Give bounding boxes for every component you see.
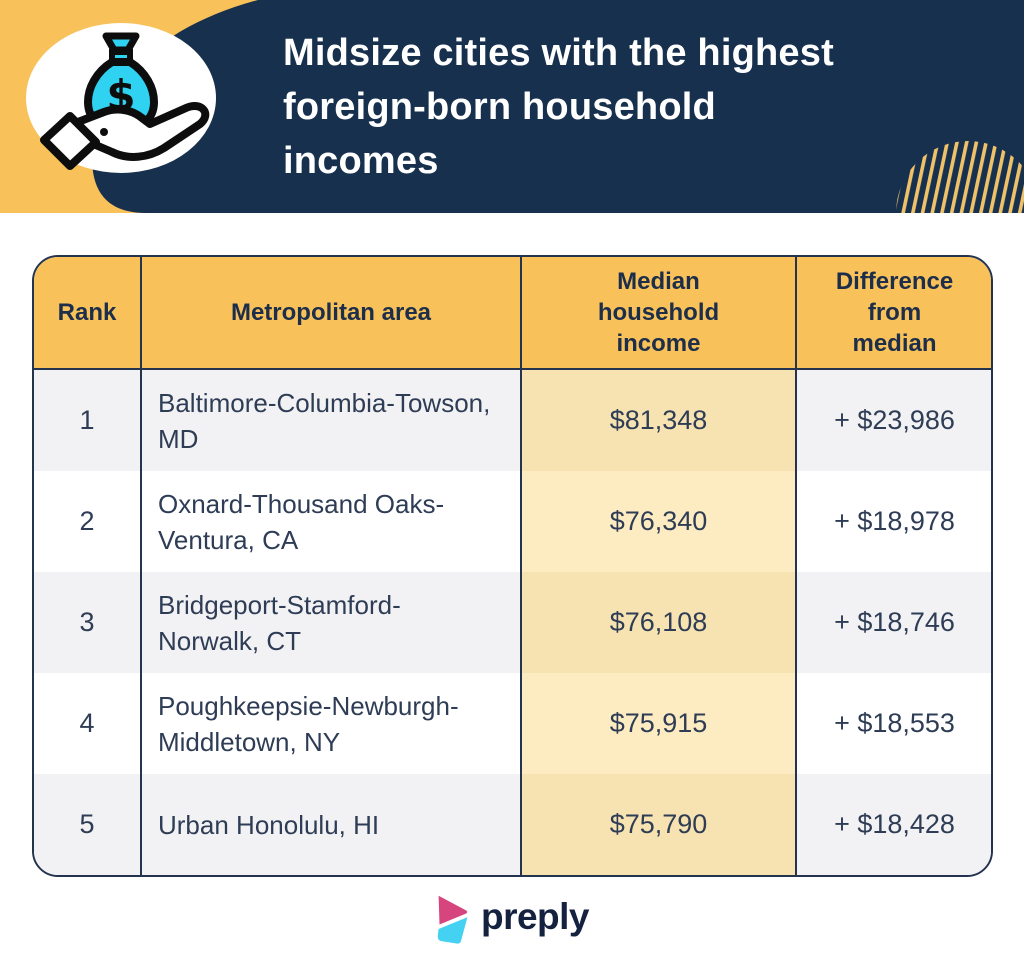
table-row: 3 Bridgeport-Stamford-Norwalk, CT $76,10… — [34, 572, 991, 673]
income-value: $75,915 — [522, 673, 797, 774]
column-header-metro-area: Metropolitan area — [142, 257, 522, 368]
striped-semicircle-decoration — [896, 141, 1024, 213]
metro-area-value: Urban Honolulu, HI — [142, 774, 522, 875]
header-background-art: $ — [0, 0, 1024, 213]
difference-value: + $18,428 — [797, 774, 991, 875]
page-title: Midsize cities with the highest foreign-… — [283, 26, 963, 188]
table-row: 1 Baltimore-Columbia-Towson, MD $81,348 … — [34, 370, 991, 471]
rank-value: 2 — [34, 471, 142, 572]
brand-footer: preply — [0, 890, 1024, 950]
table-row: 2 Oxnard-Thousand Oaks-Ventura, CA $76,3… — [34, 471, 991, 572]
metro-area-value: Bridgeport-Stamford-Norwalk, CT — [142, 572, 522, 673]
income-value: $75,790 — [522, 774, 797, 875]
income-value: $76,340 — [522, 471, 797, 572]
rank-value: 1 — [34, 370, 142, 471]
rankings-table: Rank Metropolitan area Median household … — [32, 255, 993, 877]
table-row: 5 Urban Honolulu, HI $75,790 + $18,428 — [34, 774, 991, 875]
difference-value: + $18,978 — [797, 471, 991, 572]
preply-logo-icon — [437, 895, 468, 944]
column-header-difference: Difference from median — [835, 268, 954, 357]
title-line-2: foreign-born household — [283, 86, 716, 128]
preply-wordmark: preply — [480, 896, 590, 937]
table-row: 4 Poughkeepsie-Newburgh-Middletown, NY $… — [34, 673, 991, 774]
rank-value: 4 — [34, 673, 142, 774]
table-header-row: Rank Metropolitan area Median household … — [34, 257, 991, 370]
title-line-1: Midsize cities with the highest — [283, 32, 834, 74]
money-bag-in-hand-icon: $ — [40, 32, 210, 170]
navy-panel-shape — [92, 0, 1024, 213]
income-value: $76,108 — [522, 572, 797, 673]
metro-area-value: Poughkeepsie-Newburgh-Middletown, NY — [142, 673, 522, 774]
column-header-median-income: Median household income — [522, 257, 797, 368]
header-banner: $ Midsize cities with the highest foreig… — [0, 0, 1024, 213]
income-value: $81,348 — [522, 370, 797, 471]
column-header-rank: Rank — [34, 257, 142, 368]
rank-value: 3 — [34, 572, 142, 673]
difference-value: + $18,553 — [797, 673, 991, 774]
title-line-3: incomes — [283, 140, 439, 182]
rank-value: 5 — [34, 774, 142, 875]
metro-area-value: Oxnard-Thousand Oaks-Ventura, CA — [142, 471, 522, 572]
metro-area-value: Baltimore-Columbia-Towson, MD — [142, 370, 522, 471]
difference-value: + $18,746 — [797, 572, 991, 673]
difference-value: + $23,986 — [797, 370, 991, 471]
